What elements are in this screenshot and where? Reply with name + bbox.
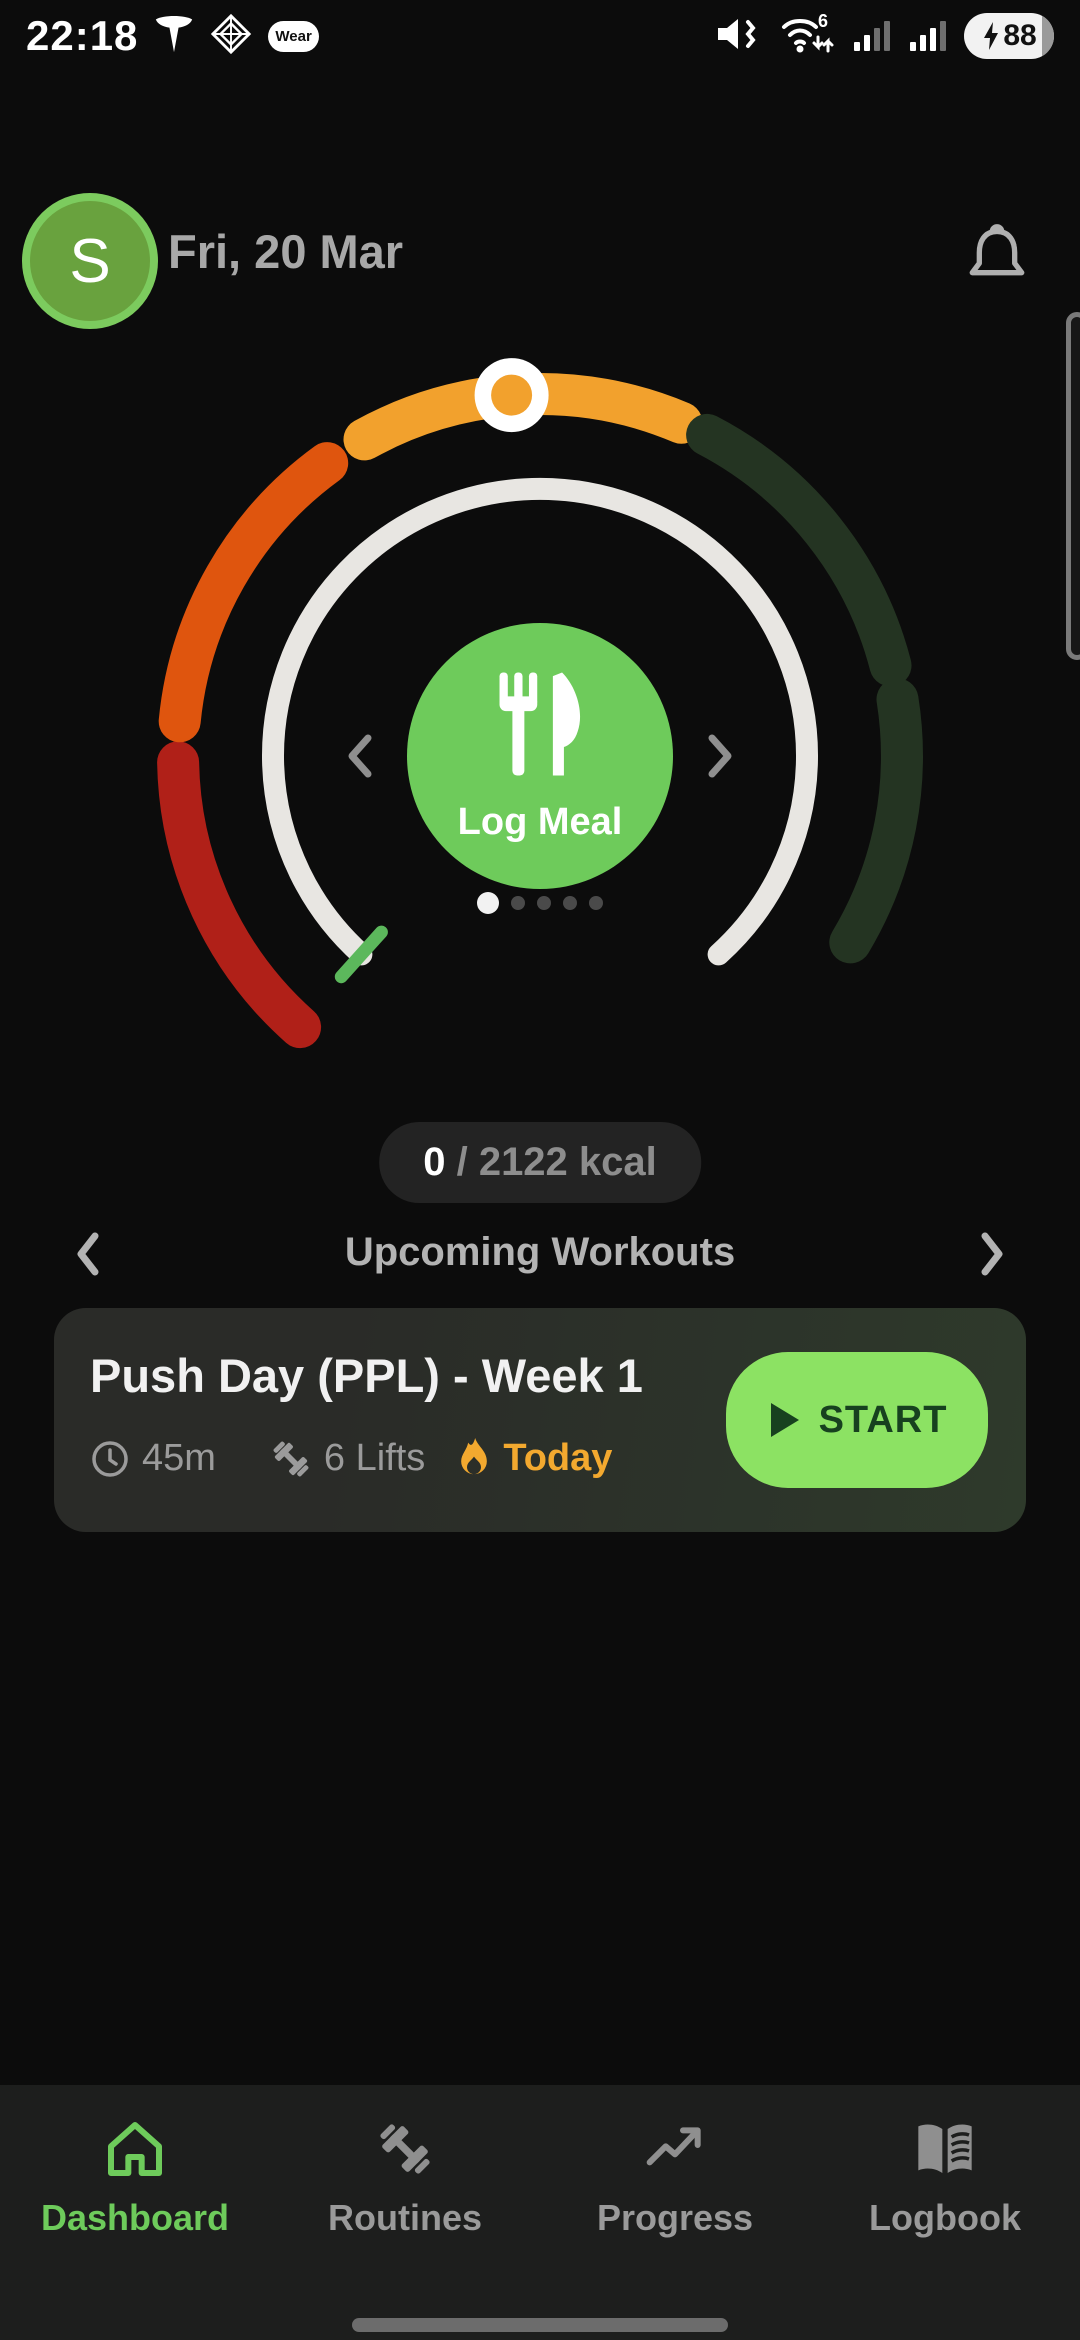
gauge-start-tick (334, 925, 388, 984)
gauge-knob (474, 358, 549, 433)
gauge-zone-amber (343, 373, 703, 461)
dumbbell-icon (273, 1441, 309, 1476)
signal-bars-sim1-icon (852, 14, 892, 59)
carousel-dot[interactable] (537, 896, 551, 910)
carousel-dot[interactable] (563, 896, 577, 910)
workout-title: Push Day (PPL) - Week 1 (90, 1349, 643, 1402)
lifts-meta: 6 Lifts (270, 1437, 425, 1480)
duration-meta: 45m (90, 1437, 216, 1480)
upcoming-next-icon[interactable] (972, 1228, 1012, 1285)
carousel-dot[interactable] (477, 892, 499, 914)
gauge-zone-green-1 (686, 413, 912, 687)
status-bar: 22:18 Wear (0, 0, 1080, 72)
clock-time: 22:18 (26, 12, 139, 59)
nav-tab-progress[interactable]: Progress (540, 2119, 810, 2239)
avatar[interactable]: S (22, 193, 158, 329)
gauge-prev-arrow-icon[interactable] (338, 728, 382, 784)
play-icon (770, 1403, 799, 1437)
battery-indicator: 88 (964, 13, 1054, 59)
carousel-dot[interactable] (511, 896, 525, 910)
wifi-icon: 6 (778, 11, 836, 62)
tesla-app-icon (154, 14, 194, 59)
clock-icon (92, 1440, 128, 1477)
logbook-icon (918, 2124, 972, 2173)
dumbbell-icon (380, 2124, 430, 2174)
gauge-next-arrow-icon[interactable] (698, 728, 742, 784)
wear-os-badge: Wear (268, 20, 319, 52)
home-indicator-bar[interactable] (352, 2318, 728, 2332)
notifications-bell-icon[interactable] (966, 222, 1028, 293)
diamond-app-icon (210, 13, 252, 60)
bottom-navigation: Dashboard Routines Progress (0, 2085, 1080, 2340)
header: S Fri, 20 Mar (0, 186, 1080, 336)
gauge-zone-orange (158, 442, 349, 743)
battery-level-tip (1042, 13, 1054, 59)
calorie-gauge (157, 358, 923, 1049)
log-meal-button[interactable]: Log Meal (407, 623, 673, 889)
upcoming-workouts-title: Upcoming Workouts (344, 1230, 736, 1274)
upcoming-prev-icon[interactable] (68, 1228, 108, 1285)
calories-goal: / 2122 kcal (445, 1140, 657, 1184)
battery-percent: 88 (1003, 19, 1037, 52)
start-workout-button[interactable]: START (726, 1352, 988, 1488)
wifi-standard-label: 6 (818, 11, 828, 31)
avatar-initial: S (69, 226, 111, 296)
flame-icon (461, 1437, 488, 1474)
upcoming-workouts-header: Upcoming Workouts (0, 1222, 1080, 1286)
nav-tab-logbook[interactable]: Logbook (810, 2119, 1080, 2239)
mute-vibrate-icon (716, 14, 762, 59)
fork-knife-icon (494, 668, 586, 785)
carousel-dot[interactable] (589, 896, 603, 910)
scrollbar-thumb[interactable] (1066, 312, 1080, 660)
workout-card[interactable]: Push Day (PPL) - Week 1 45m 6 Lifts (54, 1308, 1026, 1532)
signal-bars-sim2-icon (908, 14, 948, 59)
log-meal-label: Log Meal (457, 801, 623, 843)
trending-up-icon (646, 2127, 701, 2166)
gauge-carousel-dots[interactable] (0, 892, 1080, 914)
nav-tab-dashboard[interactable]: Dashboard (0, 2119, 270, 2239)
calories-current: 0 (423, 1140, 446, 1184)
home-icon (108, 2122, 162, 2176)
nav-tab-routines[interactable]: Routines (270, 2119, 540, 2239)
date-label: Fri, 20 Mar (168, 225, 404, 278)
schedule-meta: Today (457, 1437, 612, 1480)
calorie-summary-pill: 0 / 2122 kcal (379, 1122, 701, 1203)
